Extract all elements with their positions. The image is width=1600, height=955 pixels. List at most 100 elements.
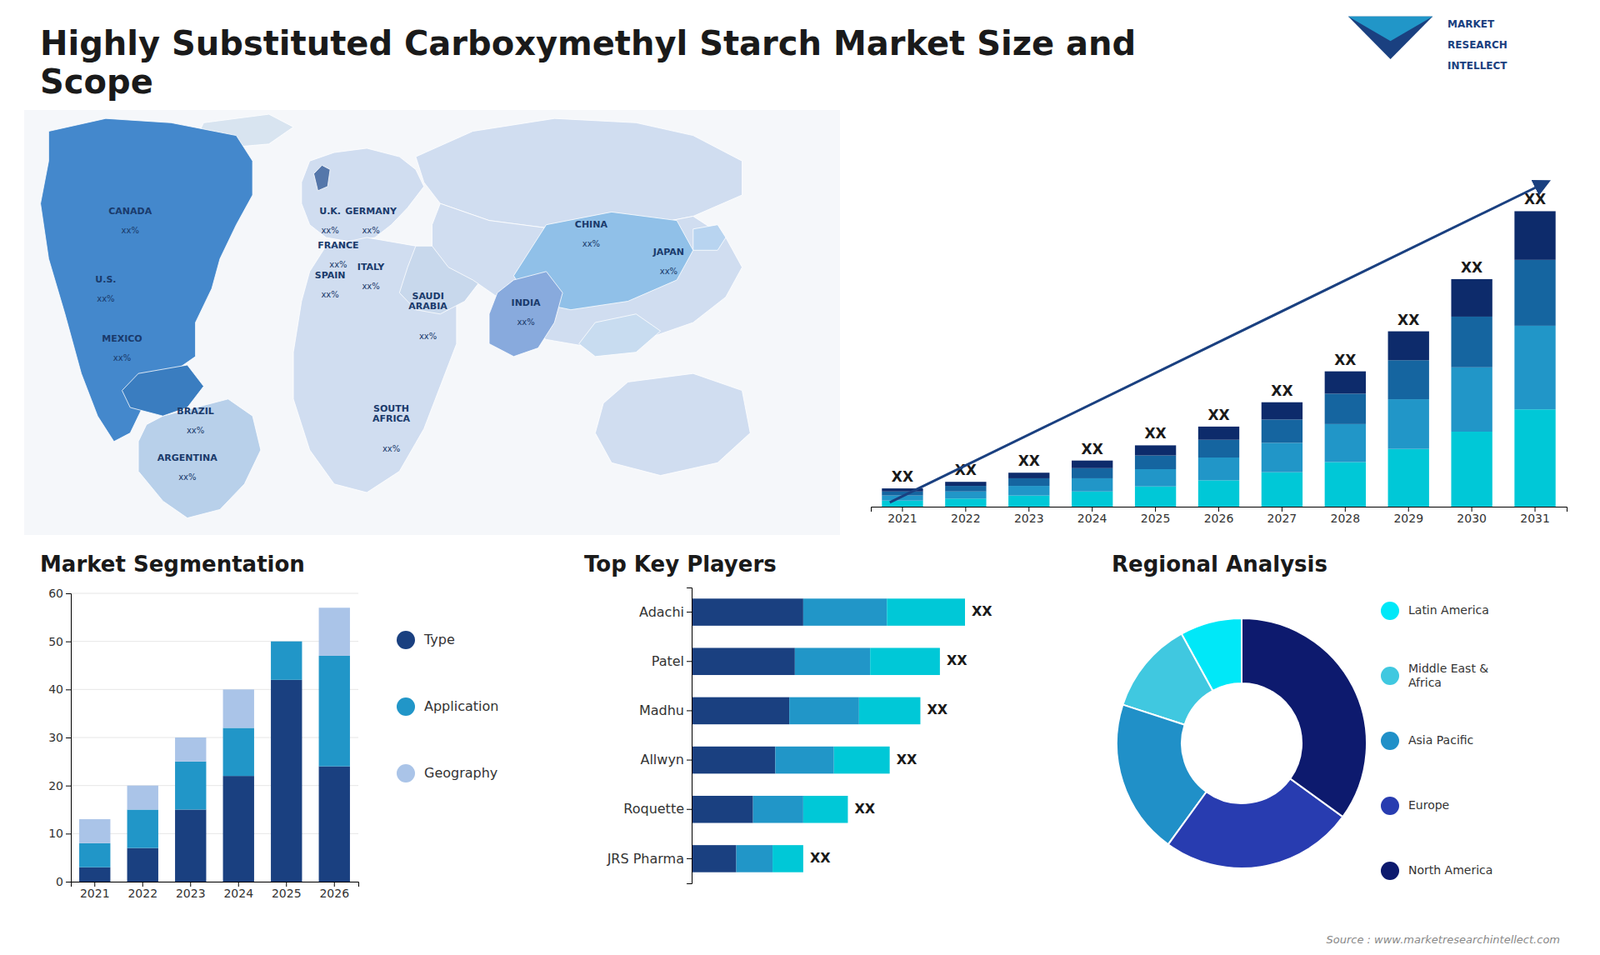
bar-segment [775,746,834,775]
map-sublabel: xx% [121,225,140,235]
series [79,607,350,844]
bar-segment [945,485,986,492]
bar-label: XX [810,850,831,866]
bar-segment [834,746,890,775]
bar-segment [753,795,804,824]
text-line: Europe [1408,798,1450,812]
tick: JRS Pharma [606,850,692,867]
tick-label: 2031 [1520,511,1550,525]
legend-label: Latin America [1408,603,1490,617]
bar-segment [691,746,775,775]
legend-swatch [396,697,415,716]
grid-line [70,640,359,642]
map-sublabel: xx% [419,331,437,341]
grid-line [70,689,359,690]
tick-mark [686,710,692,711]
text-line: Asia Pacific [1408,733,1474,747]
tick: 2023 [175,881,206,900]
legend-swatch [396,630,415,650]
map-sublabel: xx% [516,317,535,327]
bar-segment [772,845,804,873]
bar-segment [803,598,887,626]
bar-segment [1008,472,1050,479]
legend-swatch [1380,666,1400,685]
tick: Roquette [623,800,692,817]
tick-mark [65,689,71,690]
bar-label: XX [1334,351,1356,369]
region-shape [432,203,743,348]
map-sublabel: xx% [361,225,380,235]
dashboard: Highly Substituted Carboxymethyl Starch … [0,0,1600,955]
series [79,641,350,868]
bar-segment [223,689,255,728]
legend-swatch [1380,796,1400,815]
bar-segment [1008,478,1050,486]
map-sublabel: xx% [186,425,205,435]
bar-label: XX [946,652,968,669]
x-axis: 202120222023202420252026 [71,881,360,900]
bar-segment [79,867,110,882]
series [881,260,1555,496]
world-map: CANADAxx%U.S.xx%MEXICOxx%BRAZILxx%ARGENT… [24,110,840,535]
bar-segment [127,810,159,849]
bar-segment [1198,440,1240,458]
map-sublabel: xx% [361,281,380,291]
map-label: SAUDIARABIA [408,290,448,312]
legend-label: Asia Pacific [1408,733,1474,747]
tick-label: 0 [55,875,64,889]
legend-label: Middle East &Africa [1408,661,1489,690]
map-label: ARGENTINA [157,452,219,464]
tick-label: 2024 [223,886,254,900]
bar-segment [1325,393,1366,424]
region-shape [301,148,425,242]
bar-label: XX [1144,425,1166,442]
bar-segment [223,775,255,882]
logo-text: INTELLECT [1447,60,1508,72]
bar-label: XX [1270,382,1293,400]
grid-line [70,785,359,786]
tick: 2027 [1267,506,1298,525]
source-note: Source : www.marketresearchintellect.com [1326,933,1561,946]
tick-label: 2023 [1014,511,1045,525]
tick: 2022 [127,881,158,900]
bar-segment [1135,486,1176,507]
text-line: U.K. [319,205,341,217]
text-line: ARGENTINA [157,452,219,464]
bar-segment [795,647,870,675]
bar-segment [691,647,795,675]
axis-line [686,588,693,885]
tick: 0 [55,875,71,889]
bar-segment [1198,457,1240,480]
text-line: Scope [40,62,154,101]
legend-swatch [1380,731,1400,750]
bar-segment [881,500,923,507]
bar-segment [1325,461,1366,507]
tick: 2022 [950,506,981,525]
bar-segment [270,641,302,680]
hbar-chart: XXXXXXXXXXXXAdachiPatelMadhuAllwynRoquet… [606,588,994,885]
text-line: JAPAN [652,246,685,258]
region-shape [579,314,661,357]
bar-label: XX [971,603,993,620]
bar-segment [1135,469,1176,487]
bar-segment [79,819,110,844]
y-axis: 0102030405060 [48,586,71,889]
series [79,680,350,882]
bar-label: XX [1524,190,1546,208]
bar-segment [1325,424,1366,463]
text-line: AFRICA [372,413,411,425]
map-label: SOUTHAFRICA [372,403,411,425]
bar-segment [859,697,921,725]
map-label: INDIA [511,297,542,309]
map-label: JAPAN [652,246,685,258]
bar-segment [1388,449,1430,507]
region-shape [693,225,726,251]
bar-segment [319,607,350,656]
bar-label: XX [896,751,918,768]
tick-label: 60 [48,586,64,600]
tick: 2029 [1393,506,1424,525]
grid-line [70,737,359,739]
text-line: CHINA [575,219,609,230]
tick-mark [65,641,71,643]
map-label: U.K. [319,205,341,217]
